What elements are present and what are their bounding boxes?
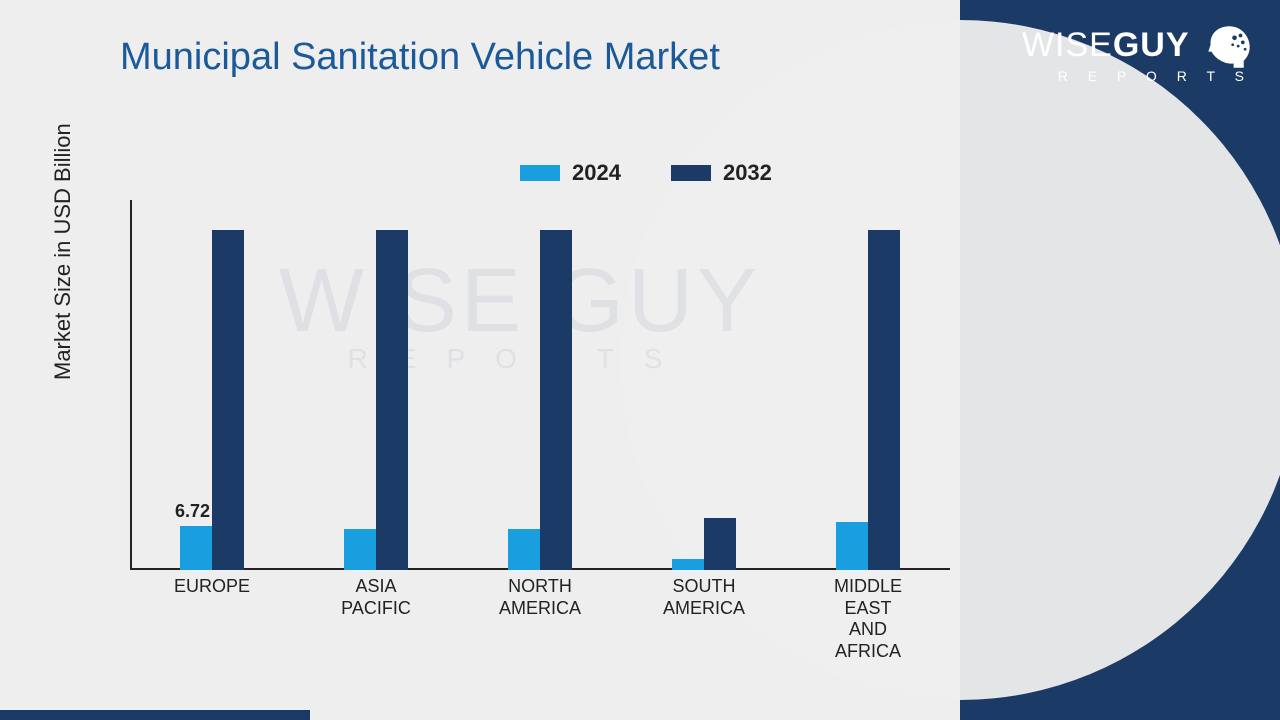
legend-swatch-0 — [520, 165, 560, 181]
chart-canvas: WISEGUY R E P O R T S WISE GUY REPORTS M… — [0, 0, 1280, 720]
x-axis-labels: EUROPEASIAPACIFICNORTHAMERICASOUTHAMERIC… — [130, 576, 950, 662]
legend-item-0: 2024 — [520, 160, 621, 186]
bottom-accent-bar — [0, 710, 310, 720]
brand-logo: WISEGUY R E P O R T S — [1022, 24, 1252, 84]
bar — [868, 230, 900, 570]
x-axis-label: SOUTHAMERICA — [629, 576, 779, 662]
bar — [212, 230, 244, 570]
y-axis-label: Market Size in USD Billion — [50, 123, 76, 380]
legend-label-1: 2032 — [723, 160, 772, 186]
bar-group — [629, 518, 779, 570]
bar-group — [301, 230, 451, 570]
legend: 2024 2032 — [520, 160, 772, 186]
x-axis-label: MIDDLEEASTANDAFRICA — [793, 576, 943, 662]
chart-area: 6.72 — [130, 200, 950, 570]
bar-group — [465, 230, 615, 570]
chart-title: Municipal Sanitation Vehicle Market — [120, 36, 720, 79]
brand-word-2: GUY — [1113, 26, 1190, 64]
x-axis-label: ASIAPACIFIC — [301, 576, 451, 662]
bar — [508, 529, 540, 570]
brand-word-1: WISE — [1022, 26, 1113, 64]
bar — [836, 522, 868, 570]
bar — [540, 230, 572, 570]
right-panel — [960, 0, 1280, 720]
x-axis-label: EUROPE — [137, 576, 287, 662]
legend-swatch-1 — [671, 165, 711, 181]
bar-group: 6.72 — [137, 230, 287, 570]
x-axis-label: NORTHAMERICA — [465, 576, 615, 662]
bar — [376, 230, 408, 570]
legend-label-0: 2024 — [572, 160, 621, 186]
legend-item-1: 2032 — [671, 160, 772, 186]
brand-subtitle: R E P O R T S — [1022, 68, 1252, 84]
bar — [180, 526, 212, 570]
bar-group — [793, 230, 943, 570]
bar-groups: 6.72 — [130, 200, 950, 570]
bar — [672, 559, 704, 570]
bar — [344, 529, 376, 570]
bar — [704, 518, 736, 570]
brand-head-icon — [1206, 24, 1252, 70]
bar-value-label: 6.72 — [175, 501, 210, 522]
